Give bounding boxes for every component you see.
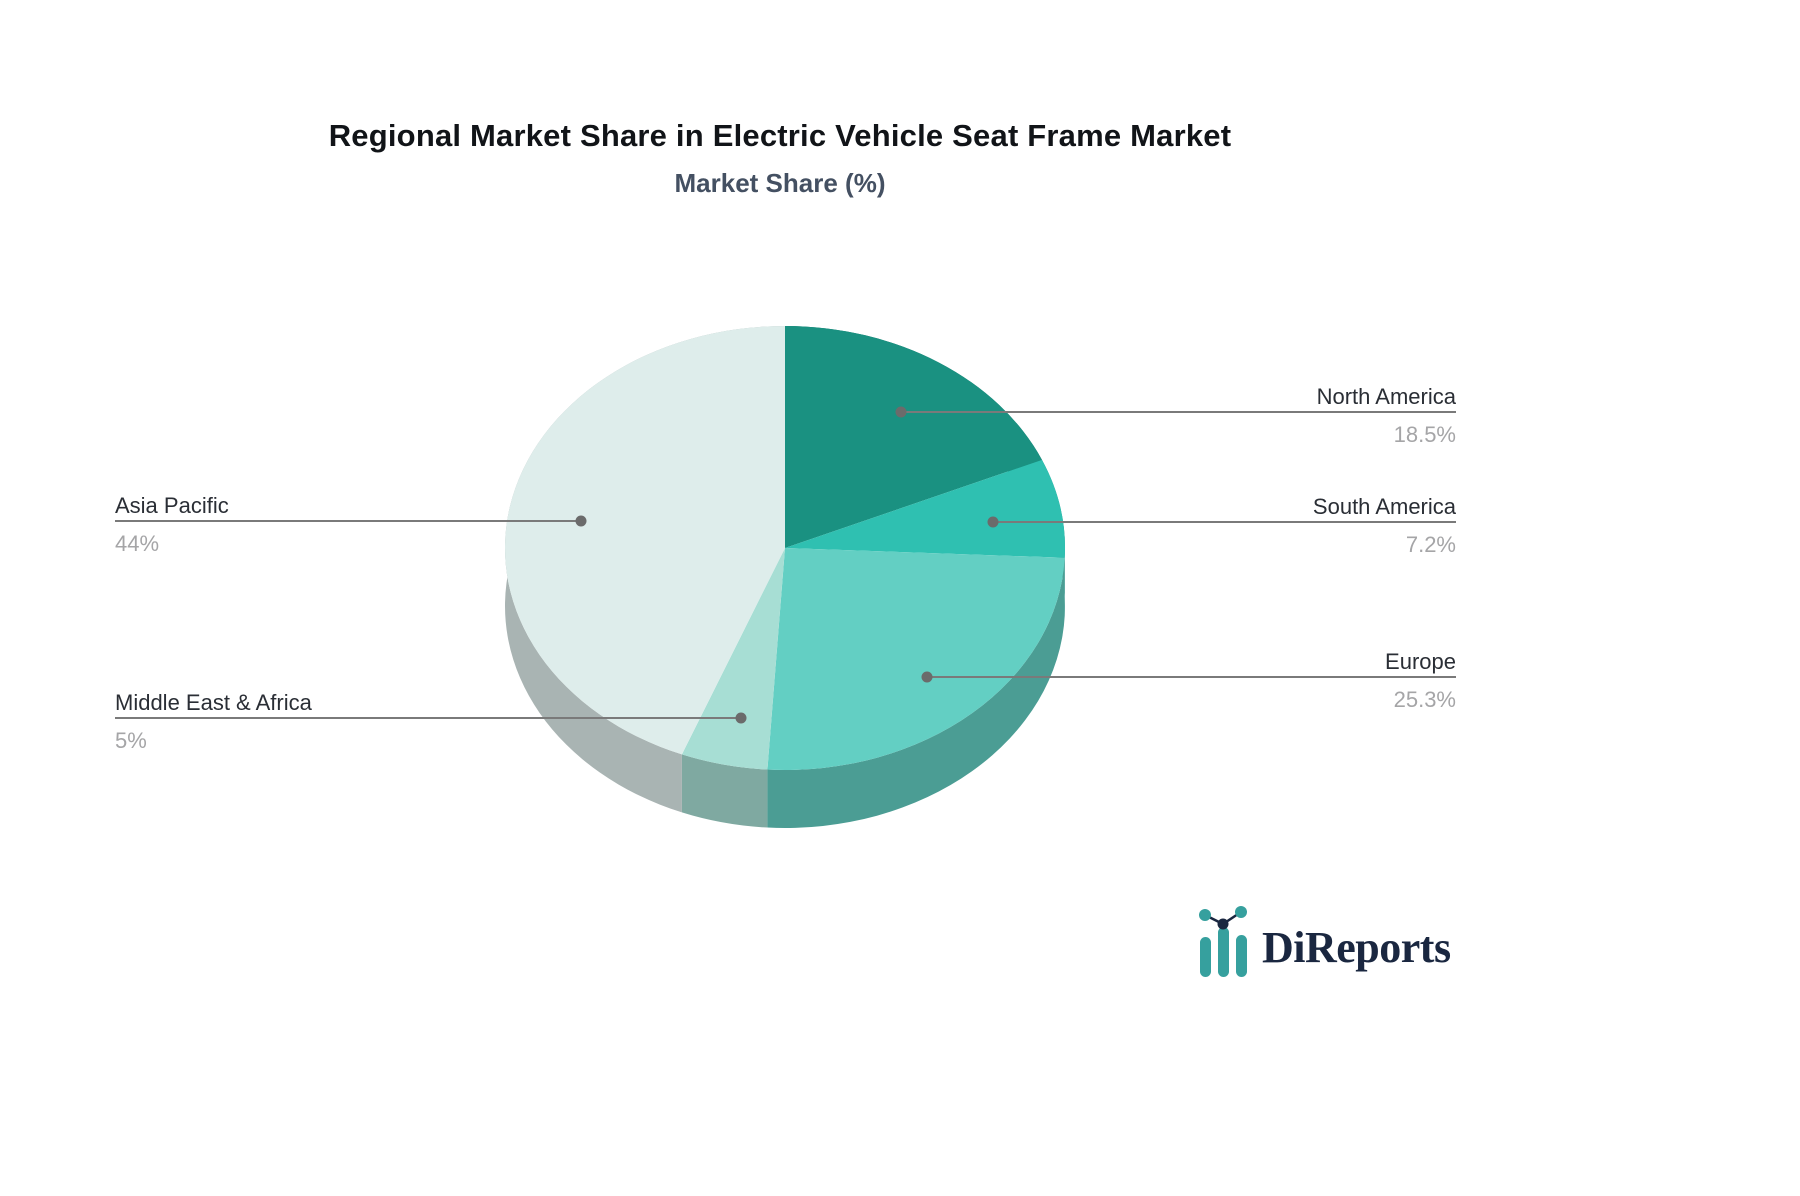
- direports-logo-icon: [1199, 906, 1247, 977]
- label-south-america-name: South America: [1312, 494, 1456, 519]
- direports-logo: DiReports: [1198, 902, 1451, 978]
- label-europe-value: 25.3%: [1393, 687, 1456, 712]
- label-south-america-value: 7.2%: [1405, 532, 1456, 557]
- label-middle-east-africa-name: Middle East & Africa: [115, 690, 312, 715]
- label-asia-pacific: Asia Pacific 44%: [115, 493, 229, 557]
- label-europe-name: Europe: [1385, 649, 1456, 674]
- label-asia-pacific-name: Asia Pacific: [115, 493, 229, 518]
- pie-slice-side-middle-east-africa: [681, 754, 768, 828]
- pie-slice-europe: [767, 548, 1065, 770]
- pie-slice-side-europe: [767, 557, 1065, 829]
- leader-dot-europe: [921, 671, 933, 683]
- label-middle-east-africa-value: 5%: [115, 728, 147, 753]
- label-asia-pacific-value: 44%: [115, 531, 160, 556]
- chart-subtitle: Market Share (%): [674, 168, 886, 198]
- pie-slice-north-america: [785, 326, 1042, 548]
- leader-dot-north-america: [895, 406, 907, 418]
- pie-slice-middle-east-africa: [681, 548, 785, 770]
- label-middle-east-africa: Middle East & Africa 5%: [115, 690, 312, 754]
- direports-logo-text: DiReports: [1262, 923, 1451, 972]
- leader-dot-south-america: [987, 516, 999, 528]
- label-north-america-name: North America: [1316, 384, 1456, 409]
- label-south-america: South America 7.2%: [1313, 494, 1456, 558]
- leader-dot-middle-east-africa: [735, 712, 747, 724]
- label-north-america: North America 18.5%: [1317, 384, 1456, 448]
- label-north-america-value: 18.5%: [1393, 422, 1456, 447]
- chart-title: Regional Market Share in Electric Vehicl…: [328, 118, 1232, 153]
- pie-slice-asia-pacific: [504, 326, 785, 755]
- pie-slice-south-america: [785, 459, 1065, 558]
- leader-dot-asia-pacific: [575, 515, 587, 527]
- label-europe: Europe 25.3%: [1385, 649, 1456, 713]
